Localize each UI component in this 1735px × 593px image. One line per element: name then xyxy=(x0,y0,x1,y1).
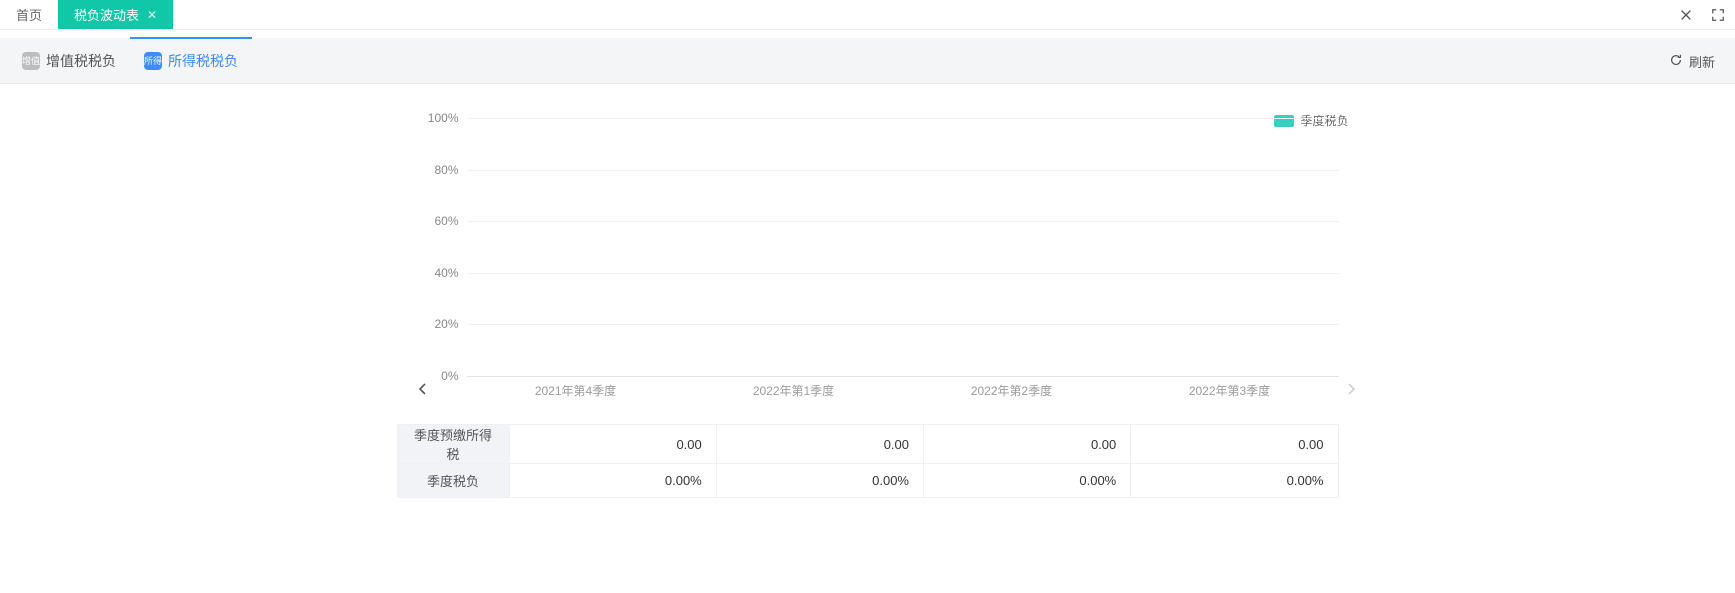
top-tab-active[interactable]: 税负波动表 ✕ xyxy=(58,0,173,29)
top-tab-bar: 首页 税负波动表 ✕ xyxy=(0,0,1735,30)
gridline xyxy=(467,118,1339,119)
gridline xyxy=(467,221,1339,222)
top-right-icon-group xyxy=(1677,0,1727,30)
fullscreen-icon[interactable] xyxy=(1709,6,1727,24)
x-tick-label: 2022年第2季度 xyxy=(971,382,1052,399)
x-tick-label: 2022年第1季度 xyxy=(753,382,834,399)
table-cell: 0.00% xyxy=(509,464,716,498)
table-cell: 0.00 xyxy=(509,425,716,464)
top-tab-home-label: 首页 xyxy=(16,5,42,24)
y-tick-label: 80% xyxy=(409,163,459,177)
gridline xyxy=(467,170,1339,171)
data-table: 季度预缴所得税0.000.000.000.00季度税负0.00%0.00%0.0… xyxy=(397,424,1339,498)
gridline xyxy=(467,273,1339,274)
gridline xyxy=(467,324,1339,325)
chart-next-arrow[interactable] xyxy=(1345,382,1357,398)
y-tick-label: 40% xyxy=(409,266,459,280)
sub-tab-vat[interactable]: 增值 增值税税负 xyxy=(8,38,130,83)
top-tab-active-label: 税负波动表 xyxy=(74,5,139,24)
top-tab-home[interactable]: 首页 xyxy=(0,0,58,29)
table-cell: 0.00% xyxy=(716,464,923,498)
table-cell: 0.00% xyxy=(1131,464,1338,498)
bar-chart: 0%20%40%60%80%100% xyxy=(467,118,1339,376)
table-cell: 0.00 xyxy=(924,425,1131,464)
chart-prev-arrow[interactable] xyxy=(417,382,429,398)
refresh-label: 刷新 xyxy=(1689,52,1715,71)
vat-badge-icon: 增值 xyxy=(22,52,40,70)
close-tab-icon[interactable]: ✕ xyxy=(147,8,157,22)
table-cell: 0.00% xyxy=(924,464,1131,498)
row-head: 季度税负 xyxy=(397,464,509,498)
x-tick-label: 2021年第4季度 xyxy=(535,382,616,399)
table-row: 季度预缴所得税0.000.000.000.00 xyxy=(397,425,1338,464)
row-head: 季度预缴所得税 xyxy=(397,425,509,464)
close-icon[interactable] xyxy=(1677,6,1695,24)
x-tick-label: 2022年第3季度 xyxy=(1189,382,1270,399)
content-area: 季度税负 0%20%40%60%80%100% 2021年第4季度2022年第1… xyxy=(0,84,1735,498)
gridline xyxy=(467,376,1339,377)
sub-tab-income[interactable]: 所得 所得税税负 xyxy=(130,38,252,83)
y-tick-label: 0% xyxy=(409,369,459,383)
sub-tab-vat-label: 增值税税负 xyxy=(46,51,116,71)
sub-tab-income-label: 所得税税负 xyxy=(168,51,238,71)
sub-tab-bar: 增值 增值税税负 所得 所得税税负 刷新 xyxy=(0,38,1735,84)
table-cell: 0.00 xyxy=(716,425,923,464)
refresh-icon xyxy=(1669,53,1683,70)
chart-panel: 季度税负 0%20%40%60%80%100% 2021年第4季度 2022年第1… xyxy=(397,118,1339,498)
y-tick-label: 100% xyxy=(409,111,459,125)
y-tick-label: 60% xyxy=(409,214,459,228)
table-cell: 0.00 xyxy=(1131,425,1338,464)
table-row: 季度税负0.00%0.00%0.00%0.00% xyxy=(397,464,1338,498)
refresh-button[interactable]: 刷新 xyxy=(1669,38,1715,84)
x-axis-labels: 2021年第4季度 2022年第1季度 2022年第2季度 2022年第3季度 xyxy=(467,382,1339,406)
y-tick-label: 20% xyxy=(409,317,459,331)
income-badge-icon: 所得 xyxy=(144,52,162,70)
